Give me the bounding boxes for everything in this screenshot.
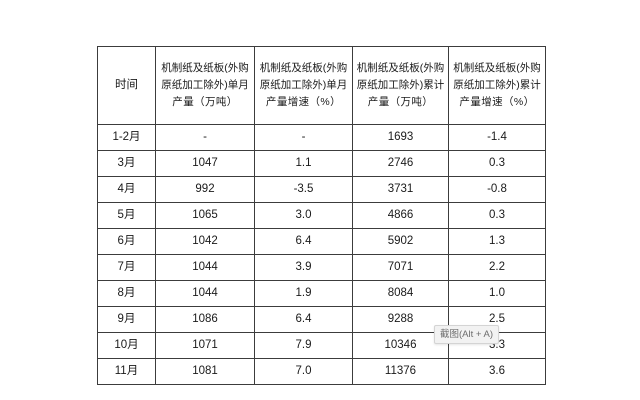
column-header-monthly-growth-line3: 产量增速（%）: [265, 96, 342, 108]
cell-time: 11月: [97, 358, 156, 385]
cell-cumulative_growth: -0.8: [448, 176, 546, 203]
cell-monthly_output: 1044: [155, 254, 255, 281]
column-header-cumulative-growth-line3: 产量增速（%）: [459, 96, 535, 108]
column-header-cumulative-output-line2: 原纸加工除外)累计: [356, 79, 445, 91]
column-header-cumulative-output-line1: 机制纸及纸板(外购: [356, 62, 445, 74]
cell-monthly_output: 1081: [155, 358, 255, 385]
cell-cumulative_growth: 1.0: [448, 280, 546, 307]
table-row: 10月 1071 7.9 10346 3.3: [97, 332, 546, 359]
cell-cumulative_output: 1693: [352, 124, 449, 151]
cell-cumulative_output: 11376: [352, 358, 449, 385]
column-header-cumulative-growth-line2: 原纸加工除外)累计: [453, 79, 541, 91]
column-header-monthly-growth-line2: 原纸加工除外)单月: [259, 79, 348, 91]
cell-time: 9月: [97, 306, 156, 333]
table-row: 6月 1042 6.4 5902 1.3: [97, 228, 546, 255]
column-header-cumulative-output: 机制纸及纸板(外购 原纸加工除外)累计 产量（万吨）: [352, 46, 449, 125]
table-row: 4月 992 -3.5 3731 -0.8: [97, 176, 546, 203]
table-header: 时间 机制纸及纸板(外购 原纸加工除外)单月 产量（万吨） 机制纸及纸板(外购 …: [97, 46, 546, 125]
cell-monthly_output: 1071: [155, 332, 255, 359]
cell-monthly_growth: 3.0: [254, 202, 353, 229]
cell-monthly_growth: 7.9: [254, 332, 353, 359]
cell-cumulative_growth: 3.6: [448, 358, 546, 385]
cell-time: 4月: [97, 176, 156, 203]
cell-time: 10月: [97, 332, 156, 359]
cell-time: 5月: [97, 202, 156, 229]
screenshot-shortcut-tooltip: 截图(Alt + A): [434, 325, 500, 344]
screenshot-shortcut-tooltip-label: 截图(Alt + A): [440, 328, 494, 340]
cell-time: 1-2月: [97, 124, 156, 151]
cell-monthly_growth: 6.4: [254, 228, 353, 255]
table-row: 9月 1086 6.4 9288 2.5: [97, 306, 546, 333]
cell-monthly_growth: -3.5: [254, 176, 353, 203]
cell-cumulative_output: 4866: [352, 202, 449, 229]
cell-monthly_output: 1042: [155, 228, 255, 255]
cell-cumulative_output: 2746: [352, 150, 449, 177]
cell-monthly_output: -: [155, 124, 255, 151]
column-header-cumulative-growth-line1: 机制纸及纸板(外购: [453, 62, 541, 74]
cell-monthly_output: 1086: [155, 306, 255, 333]
header-row: 时间 机制纸及纸板(外购 原纸加工除外)单月 产量（万吨） 机制纸及纸板(外购 …: [97, 46, 546, 125]
table-body: 1-2月 - -1693 -1.4 3月 1047 1.1 2746 0.3 4月 992 -3.5 3…: [97, 124, 546, 385]
cell-monthly_growth: 1.9: [254, 280, 353, 307]
cell-monthly_output: 1044: [155, 280, 255, 307]
cell-cumulative_output: 8084: [352, 280, 449, 307]
column-header-monthly-output-line2: 原纸加工除外)单月: [161, 79, 249, 91]
cell-time: 6月: [97, 228, 156, 255]
column-header-monthly-output-line1: 机制纸及纸板(外购: [161, 62, 249, 74]
table-row: 8月 1044 1.9 8084 1.0: [97, 280, 546, 307]
column-header-cumulative-growth: 机制纸及纸板(外购 原纸加工除外)累计 产量增速（%）: [448, 46, 546, 125]
cell-monthly_output: 1065: [155, 202, 255, 229]
cell-time: 7月: [97, 254, 156, 281]
cell-cumulative_growth: -1.4: [448, 124, 546, 151]
cell-cumulative_output: 3731: [352, 176, 449, 203]
table-row: 3月 1047 1.1 2746 0.3: [97, 150, 546, 177]
cell-monthly_growth: 6.4: [254, 306, 353, 333]
column-header-cumulative-output-line3: 产量（万吨）: [367, 96, 434, 108]
cell-cumulative_growth: 0.3: [448, 150, 546, 177]
paper-production-table: 时间 机制纸及纸板(外购 原纸加工除外)单月 产量（万吨） 机制纸及纸板(外购 …: [97, 46, 546, 385]
table-row: 11月 1081 7.0 11376 3.6: [97, 358, 546, 385]
cell-cumulative_output: 7071: [352, 254, 449, 281]
table-row: 7月 1044 3.9 7071 2.2: [97, 254, 546, 281]
cell-cumulative_output: 5902: [352, 228, 449, 255]
column-header-time-line1: 时间: [115, 79, 138, 92]
cell-monthly_output: 1047: [155, 150, 255, 177]
cell-time: 8月: [97, 280, 156, 307]
cell-cumulative_growth: 2.2: [448, 254, 546, 281]
cell-cumulative_growth: 0.3: [448, 202, 546, 229]
cell-monthly_output: 992: [155, 176, 255, 203]
column-header-monthly-growth: 机制纸及纸板(外购 原纸加工除外)单月 产量增速（%）: [254, 46, 353, 125]
column-header-monthly-output-line3: 产量（万吨）: [172, 96, 238, 108]
table-row: 1-2月 - -1693 -1.4: [97, 124, 546, 151]
cell-time: 3月: [97, 150, 156, 177]
cell-monthly_growth: 7.0: [254, 358, 353, 385]
table-row: 5月 1065 3.0 4866 0.3: [97, 202, 546, 229]
cell-monthly_growth: -: [254, 124, 353, 151]
cell-cumulative_output: 10346: [352, 332, 449, 359]
column-header-monthly-output: 机制纸及纸板(外购 原纸加工除外)单月 产量（万吨）: [155, 46, 255, 125]
column-header-monthly-growth-line1: 机制纸及纸板(外购: [259, 62, 348, 74]
cell-monthly_growth: 3.9: [254, 254, 353, 281]
cell-monthly_growth: 1.1: [254, 150, 353, 177]
column-header-time: 时间: [97, 46, 156, 125]
cell-cumulative_growth: 1.3: [448, 228, 546, 255]
